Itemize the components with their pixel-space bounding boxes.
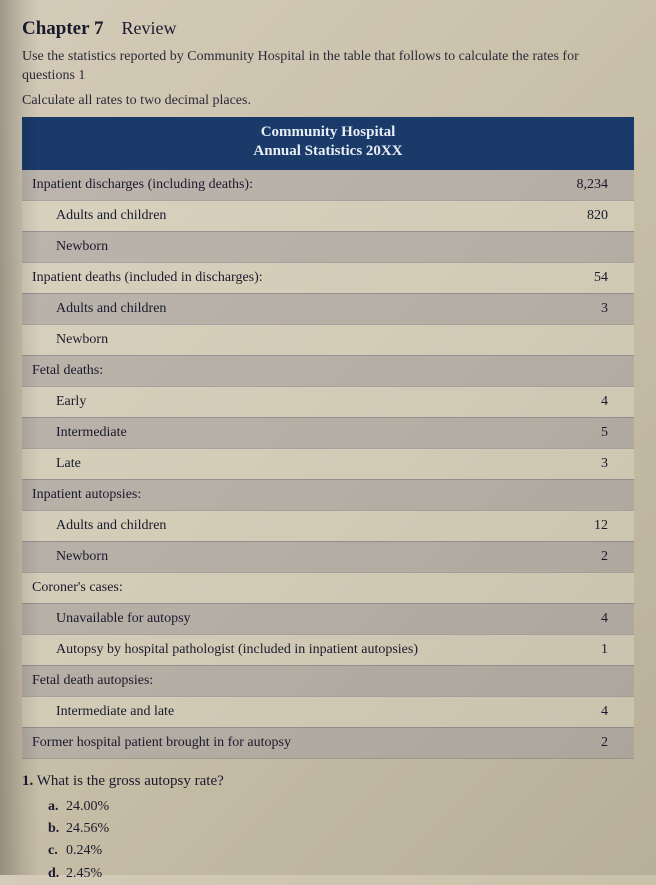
row-label: Adults and children [22, 200, 544, 231]
row-label: Unavailable for autopsy [22, 603, 544, 634]
question-block: 1. What is the gross autopsy rate? a.24.… [22, 773, 634, 885]
row-value [544, 665, 634, 696]
row-value [544, 324, 634, 355]
row-label: Newborn [22, 541, 544, 572]
chapter-label: Chapter 7 [22, 18, 103, 40]
row-value [544, 479, 634, 510]
table-row: Newborn [22, 324, 634, 355]
chapter-heading: Chapter 7 Review [22, 18, 634, 40]
row-value: 5 [544, 417, 634, 448]
row-label: Inpatient autopsies: [22, 479, 544, 510]
row-label: Early [22, 386, 544, 417]
table-row: Former hospital patient brought in for a… [22, 727, 634, 758]
row-label: Intermediate and late [22, 696, 544, 727]
row-value: 4 [544, 696, 634, 727]
statistics-table: Community Hospital Annual Statistics 20X… [22, 117, 634, 759]
intro-line-2: Calculate all rates to two decimal place… [22, 92, 634, 111]
row-value [544, 572, 634, 603]
table-row: Intermediate5 [22, 417, 634, 448]
row-value: 4 [544, 603, 634, 634]
row-label: Newborn [22, 324, 544, 355]
option-letter: d. [48, 863, 66, 885]
option-text: 0.24% [66, 843, 102, 858]
row-label: Newborn [22, 231, 544, 262]
data-table: Inpatient discharges (including deaths):… [22, 170, 634, 759]
table-row: Adults and children820 [22, 200, 634, 231]
row-value: 2 [544, 727, 634, 758]
table-row: Coroner's cases: [22, 572, 634, 603]
table-row: Adults and children3 [22, 293, 634, 324]
row-value: 4 [544, 386, 634, 417]
row-label: Fetal death autopsies: [22, 665, 544, 696]
option-text: 24.56% [66, 821, 109, 836]
answer-option: a.24.00% [48, 796, 634, 818]
row-value: 2 [544, 541, 634, 572]
row-value: 3 [544, 293, 634, 324]
table-row: Unavailable for autopsy4 [22, 603, 634, 634]
table-header-line-2: Annual Statistics 20XX [22, 142, 634, 162]
table-row: Newborn [22, 231, 634, 262]
row-value: 12 [544, 510, 634, 541]
row-value: 54 [544, 262, 634, 293]
row-value: 3 [544, 448, 634, 479]
row-label: Inpatient deaths (included in discharges… [22, 262, 544, 293]
row-label: Adults and children [22, 293, 544, 324]
option-text: 24.00% [66, 799, 109, 814]
row-label: Intermediate [22, 417, 544, 448]
row-label: Inpatient discharges (including deaths): [22, 170, 544, 201]
table-row: Newborn2 [22, 541, 634, 572]
row-value [544, 355, 634, 386]
row-label: Late [22, 448, 544, 479]
question-stem: 1. What is the gross autopsy rate? [22, 773, 634, 790]
table-row: Early4 [22, 386, 634, 417]
intro-line-1: Use the statistics reported by Community… [22, 48, 634, 86]
table-row: Adults and children12 [22, 510, 634, 541]
question-number: 1. [22, 773, 33, 789]
table-header-line-1: Community Hospital [22, 123, 634, 143]
row-value: 820 [544, 200, 634, 231]
table-row: Intermediate and late4 [22, 696, 634, 727]
table-row: Autopsy by hospital pathologist (include… [22, 634, 634, 665]
answer-option: c.0.24% [48, 840, 634, 862]
row-label: Former hospital patient brought in for a… [22, 727, 544, 758]
question-text: What is the gross autopsy rate? [37, 773, 224, 789]
table-row: Fetal death autopsies: [22, 665, 634, 696]
table-row: Inpatient discharges (including deaths):… [22, 170, 634, 201]
review-label: Review [121, 18, 176, 39]
table-row: Inpatient autopsies: [22, 479, 634, 510]
option-text: 2.45% [66, 866, 102, 881]
answer-option: b.24.56% [48, 818, 634, 840]
table-row: Late3 [22, 448, 634, 479]
row-label: Fetal deaths: [22, 355, 544, 386]
table-header: Community Hospital Annual Statistics 20X… [22, 117, 634, 170]
option-letter: b. [48, 818, 66, 840]
row-value: 1 [544, 634, 634, 665]
table-row: Inpatient deaths (included in discharges… [22, 262, 634, 293]
answer-option: d.2.45% [48, 863, 634, 885]
row-value [544, 231, 634, 262]
option-letter: a. [48, 796, 66, 818]
row-value: 8,234 [544, 170, 634, 201]
option-letter: c. [48, 840, 66, 862]
row-label: Coroner's cases: [22, 572, 544, 603]
row-label: Adults and children [22, 510, 544, 541]
row-label: Autopsy by hospital pathologist (include… [22, 634, 544, 665]
table-row: Fetal deaths: [22, 355, 634, 386]
